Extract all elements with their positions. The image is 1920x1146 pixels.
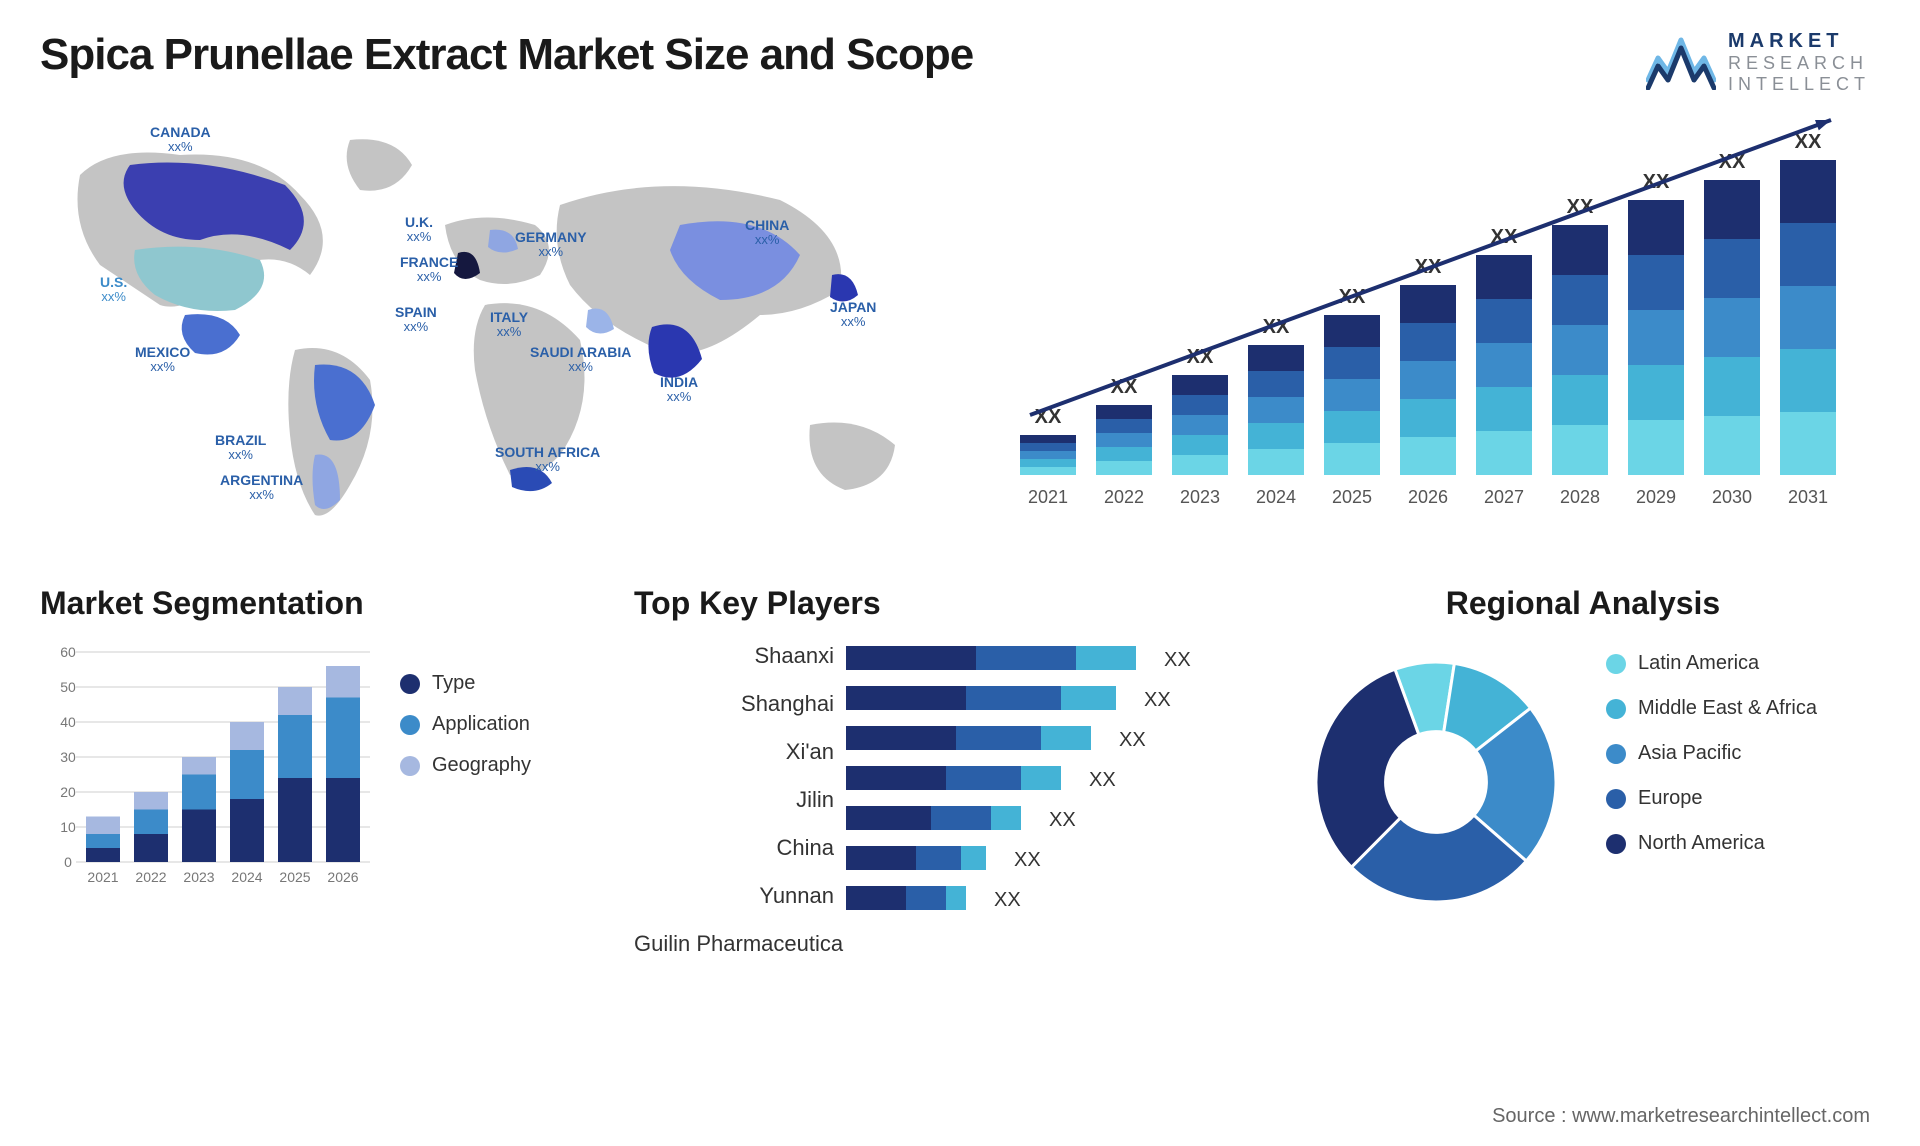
map-label: INDIAxx% [660,375,698,405]
player-label: China [634,834,834,870]
svg-text:XX: XX [1089,769,1116,791]
donut-chart [1296,642,1576,927]
map-label: GERMANYxx% [515,230,587,260]
player-label: Shanghai [634,690,834,726]
svg-text:20: 20 [60,784,76,800]
map-label: SPAINxx% [395,305,437,335]
player-label: Xi'an [634,738,834,774]
map-label: BRAZILxx% [215,433,266,463]
players-panel: Top Key Players Shaanxi Shanghai Xi'an Jili… [634,585,1276,966]
regional-legend: Latin America Middle East & Africa Asia Pa… [1606,652,1817,855]
legend-item: Europe [1606,787,1817,810]
logo-line2: RESEARCH [1728,53,1870,74]
map-label: CANADAxx% [150,125,211,155]
svg-text:2024: 2024 [1256,487,1296,507]
logo-line1: MARKET [1728,30,1870,53]
player-label: Yunnan [634,882,834,918]
map-label: MEXICOxx% [135,345,190,375]
svg-text:2023: 2023 [1180,487,1220,507]
svg-text:2021: 2021 [1028,487,1068,507]
map-label: ITALYxx% [490,310,528,340]
svg-text:2025: 2025 [279,869,310,885]
svg-text:2026: 2026 [1408,487,1448,507]
segmentation-chart: 0 10 20 30 40 50 60 2021 2022 2023 2024 2025 2026 [40,642,370,902]
svg-text:2023: 2023 [183,869,214,885]
player-label: Shaanxi [634,642,834,678]
world-map: CANADAxx% U.S.xx% MEXICOxx% BRAZILxx% ARGENT… [40,115,960,535]
page-title: Spica Prunellae Extract Market Size and … [40,30,973,80]
map-label: ARGENTINAxx% [220,473,303,503]
svg-text:30: 30 [60,749,76,765]
segmentation-legend: Type Application Geography [400,672,531,777]
bottom-row: Market Segmentation 0 10 20 30 40 50 60 2021 202… [0,545,1920,966]
svg-text:2028: 2028 [1560,487,1600,507]
players-labels: Shaanxi Shanghai Xi'an Jilin China Yunnan Guil… [634,642,834,966]
map-label: U.K.xx% [405,215,433,245]
logo-text: MARKET RESEARCH INTELLECT [1728,30,1870,94]
segmentation-panel: Market Segmentation 0 10 20 30 40 50 60 2021 202… [40,585,614,966]
top-row: CANADAxx% U.S.xx% MEXICOxx% BRAZILxx% ARGENT… [0,105,1920,545]
svg-text:2031: 2031 [1788,487,1828,507]
legend-item: Asia Pacific [1606,742,1817,765]
legend-item: Middle East & Africa [1606,697,1817,720]
svg-text:2025: 2025 [1332,487,1372,507]
svg-text:2029: 2029 [1636,487,1676,507]
source-text: Source : www.marketresearchintellect.com [1492,1105,1870,1128]
map-label: SOUTH AFRICAxx% [495,445,600,475]
map-label: FRANCExx% [400,255,458,285]
legend-item: Type [400,672,531,695]
header: Spica Prunellae Extract Market Size and … [0,0,1920,105]
svg-text:60: 60 [60,644,76,660]
svg-text:2027: 2027 [1484,487,1524,507]
legend-item: Geography [400,754,531,777]
svg-text:2022: 2022 [1104,487,1144,507]
svg-text:40: 40 [60,714,76,730]
logo-line3: INTELLECT [1728,74,1870,95]
svg-text:0: 0 [64,854,72,870]
svg-text:XX: XX [1014,849,1041,871]
map-label: U.S.xx% [100,275,127,305]
svg-text:10: 10 [60,819,76,835]
map-label: JAPANxx% [830,300,876,330]
logo: MARKET RESEARCH INTELLECT [1646,30,1870,95]
legend-item: North America [1606,832,1817,855]
svg-text:XX: XX [1049,809,1076,831]
regional-panel: Regional Analysis Latin America Middle Ea… [1296,585,1870,966]
legend-item: Latin America [1606,652,1817,675]
svg-text:2030: 2030 [1712,487,1752,507]
svg-text:2022: 2022 [135,869,166,885]
svg-text:XX: XX [994,889,1021,911]
svg-text:XX: XX [1144,689,1171,711]
segmentation-title: Market Segmentation [40,585,614,622]
logo-icon [1646,30,1716,95]
svg-text:2024: 2024 [231,869,262,885]
map-label: CHINAxx% [745,218,789,248]
legend-item: Application [400,713,531,736]
svg-text:XX: XX [1119,729,1146,751]
player-label: Guilin Pharmaceutica [634,930,834,966]
regional-title: Regional Analysis [1296,585,1870,622]
svg-text:2021: 2021 [87,869,118,885]
svg-text:50: 50 [60,679,76,695]
growth-chart: XX2021XX2022XX2023XX2024XX2025XX2026XX20… [1000,115,1870,545]
map-label: SAUDI ARABIAxx% [530,345,631,375]
players-bars: XXXXXXXXXXXXXX [846,642,1276,966]
player-label: Jilin [634,786,834,822]
svg-text:2026: 2026 [327,869,358,885]
players-title: Top Key Players [634,585,1276,622]
svg-text:XX: XX [1164,649,1191,671]
svg-text:XX: XX [1795,131,1822,153]
